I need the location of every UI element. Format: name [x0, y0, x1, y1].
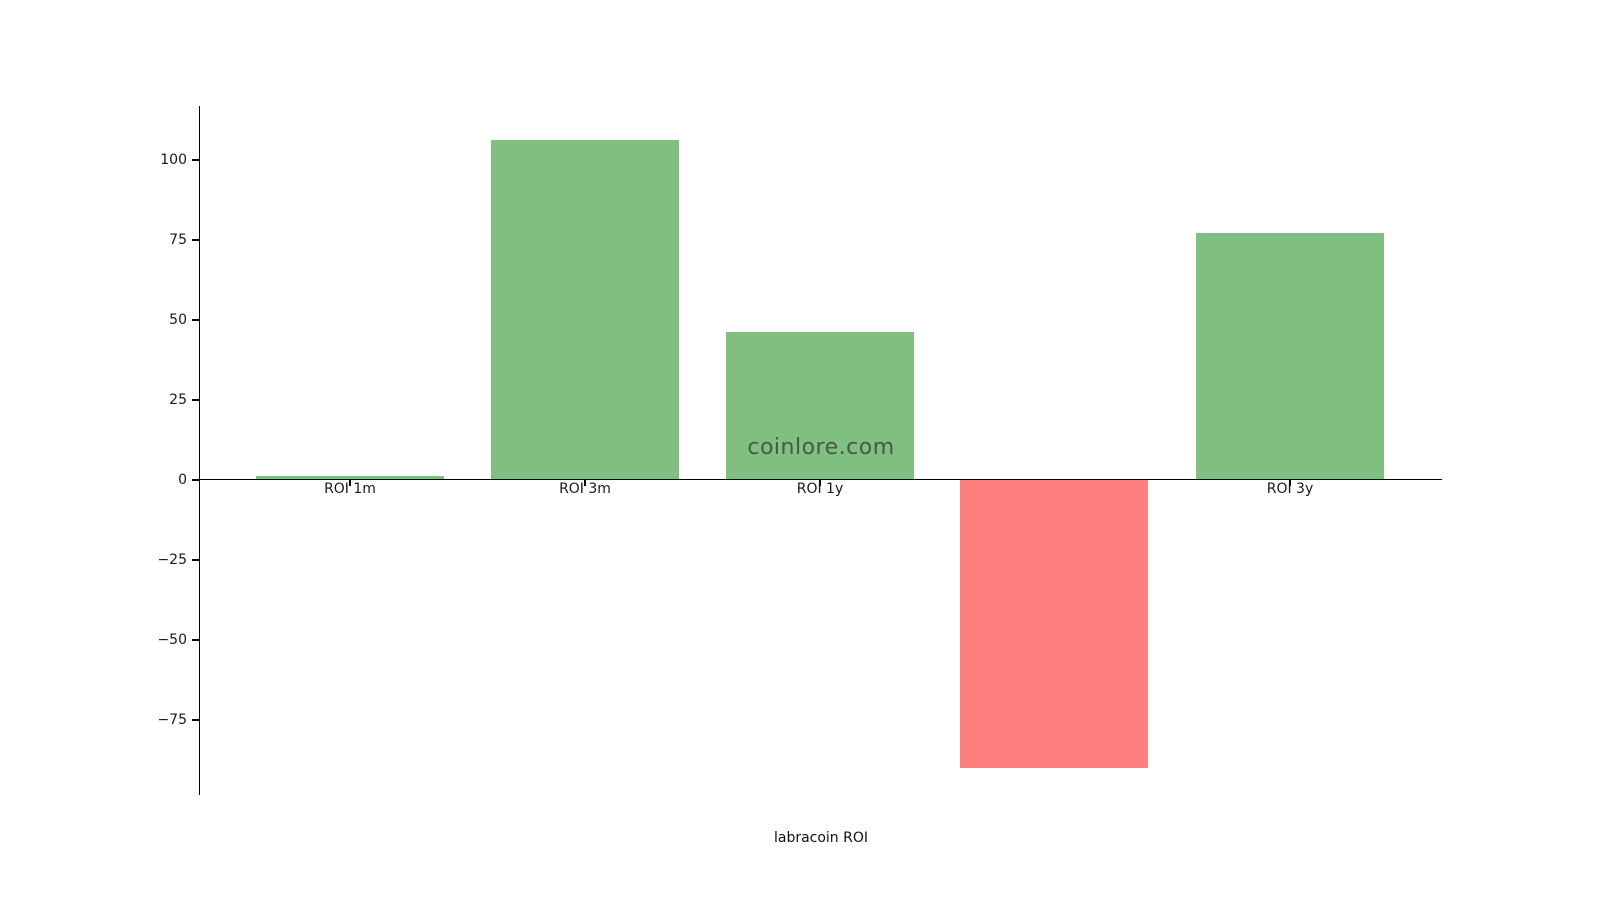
category-label: ROI 1y — [796, 481, 844, 497]
y-tick-label: 0 — [178, 472, 187, 488]
y-tick-label: 25 — [169, 392, 187, 408]
y-tick-mark — [192, 399, 199, 401]
category-label: ROI 3y — [1266, 481, 1314, 497]
y-tick-label: 50 — [169, 312, 187, 328]
watermark-text: coinlore.com — [747, 435, 895, 460]
x-axis-zero-line — [200, 478, 1442, 480]
x-tick-mark — [1289, 480, 1291, 486]
y-tick-label: −25 — [157, 552, 187, 568]
category-label: ROI 1m — [324, 481, 376, 497]
y-tick-mark — [192, 239, 199, 241]
bar — [960, 480, 1148, 769]
y-tick-mark — [192, 639, 199, 641]
chart-title: labracoin ROI — [773, 830, 869, 846]
x-tick-mark — [819, 480, 821, 486]
category-label: ROI 3m — [559, 481, 611, 497]
y-tick-label: −50 — [157, 632, 187, 648]
y-tick-mark — [192, 319, 199, 321]
x-tick-mark — [349, 480, 351, 486]
y-tick-mark — [192, 719, 199, 721]
y-tick-label: 100 — [160, 152, 187, 168]
bar — [256, 475, 444, 480]
y-axis-spine — [198, 106, 200, 795]
y-tick-mark — [192, 559, 199, 561]
x-tick-mark — [584, 480, 586, 486]
bar — [726, 331, 914, 480]
y-tick-mark — [192, 159, 199, 161]
y-tick-mark — [192, 479, 199, 481]
y-tick-label: 75 — [169, 232, 187, 248]
bar — [491, 139, 679, 480]
bar — [1196, 232, 1384, 480]
y-tick-label: −75 — [157, 712, 187, 728]
